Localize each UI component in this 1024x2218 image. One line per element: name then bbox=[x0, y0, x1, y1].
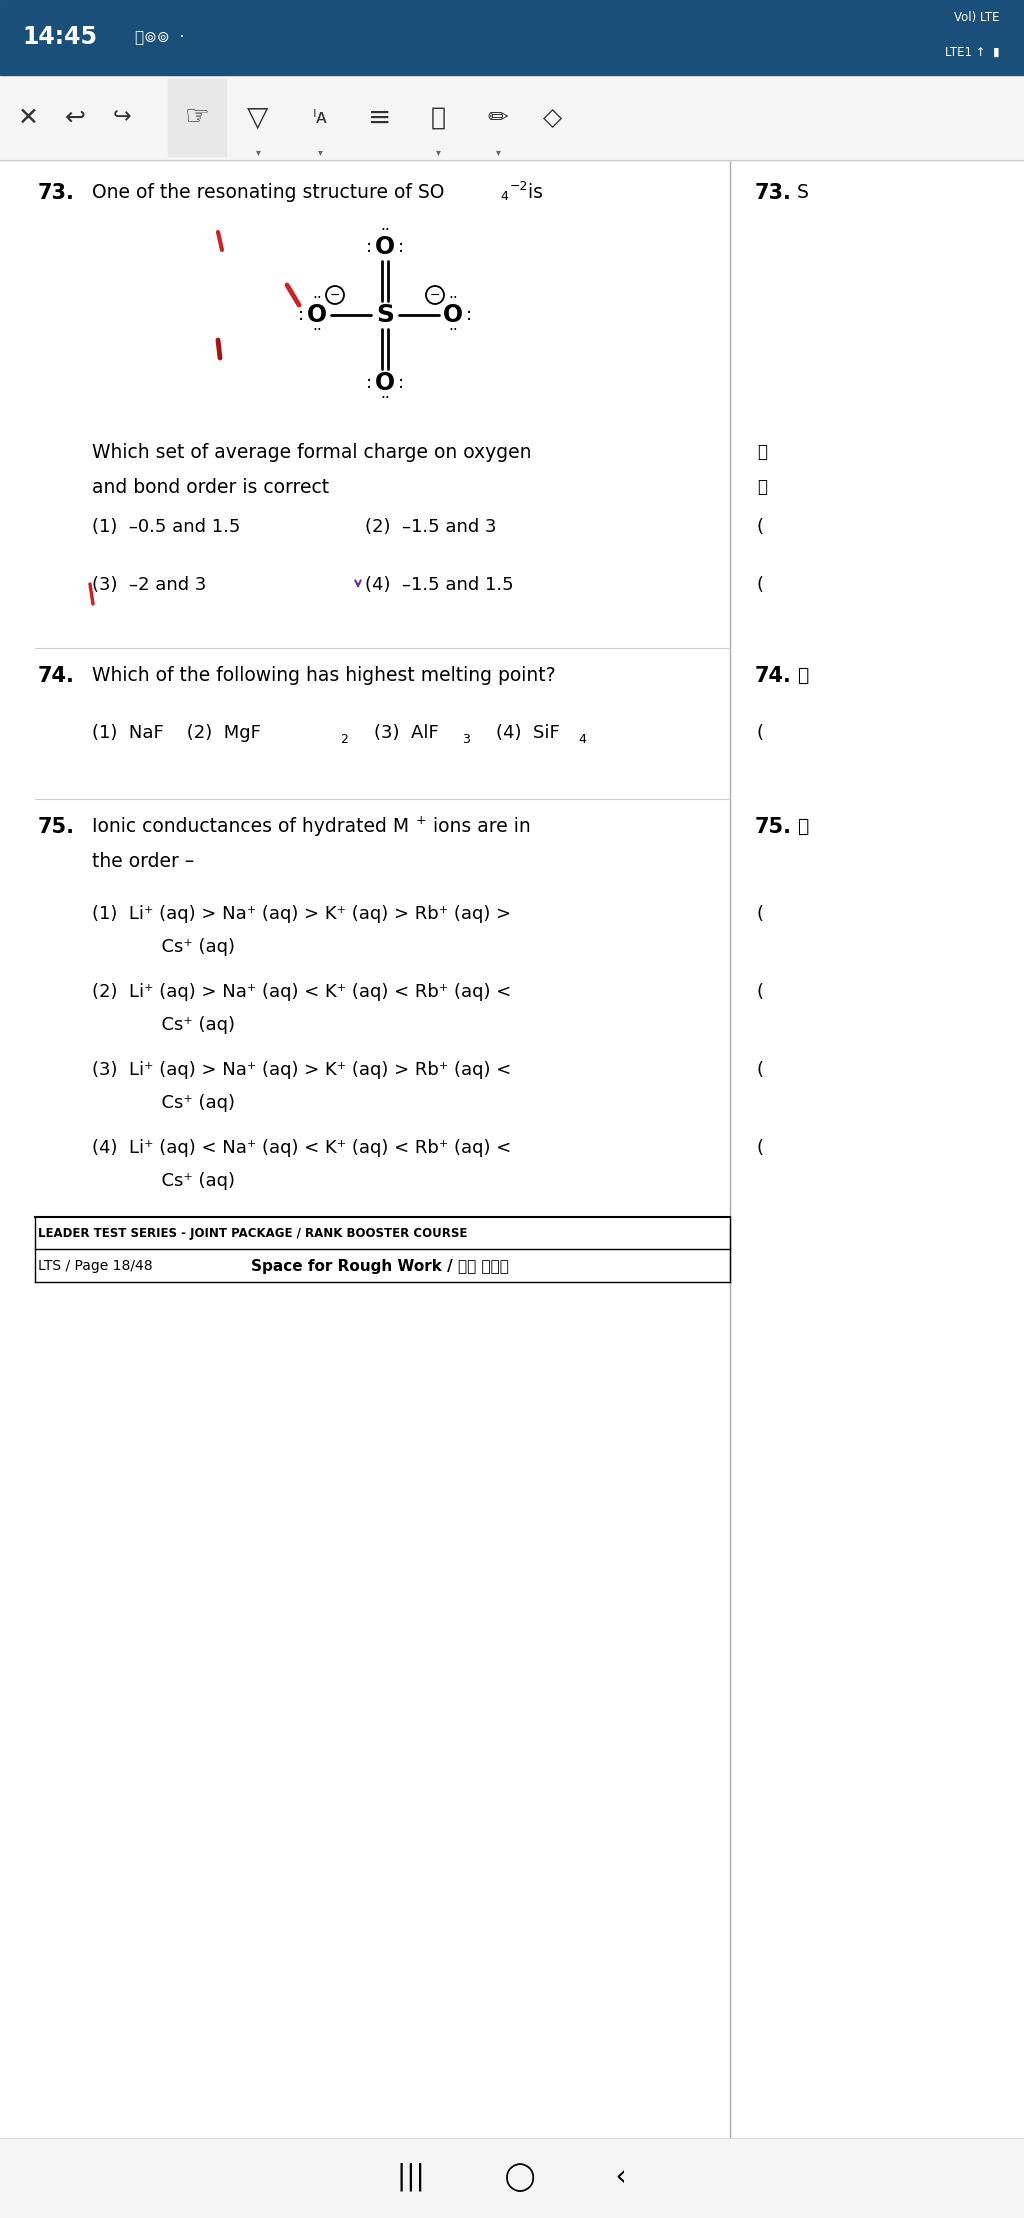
Text: श: श bbox=[757, 444, 767, 461]
Text: O: O bbox=[307, 304, 327, 326]
Text: 73.: 73. bbox=[38, 184, 75, 204]
Text: LTE1 ↑  ▮: LTE1 ↑ ▮ bbox=[945, 47, 1000, 58]
Text: O: O bbox=[375, 235, 395, 260]
Circle shape bbox=[426, 286, 444, 304]
Text: ··: ·· bbox=[312, 324, 322, 339]
Text: ▾: ▾ bbox=[256, 146, 260, 157]
Text: ··: ·· bbox=[449, 324, 458, 339]
Text: (4)  Li⁺ (aq) < Na⁺ (aq) < K⁺ (aq) < Rb⁺ (aq) <: (4) Li⁺ (aq) < Na⁺ (aq) < K⁺ (aq) < Rb⁺ … bbox=[92, 1140, 511, 1158]
Text: 74.: 74. bbox=[755, 665, 792, 685]
Text: :: : bbox=[366, 237, 372, 255]
Text: ··: ·· bbox=[380, 224, 390, 240]
Text: ··: ·· bbox=[312, 291, 322, 306]
Text: ↩: ↩ bbox=[65, 106, 85, 129]
Text: ions are in: ions are in bbox=[427, 816, 530, 836]
Text: +: + bbox=[416, 814, 427, 827]
Text: (4)  SiF: (4) SiF bbox=[473, 723, 560, 743]
Text: ▾: ▾ bbox=[317, 146, 323, 157]
Text: ⬛⊚⊚  ·: ⬛⊚⊚ · bbox=[135, 31, 184, 44]
Text: (: ( bbox=[757, 1140, 764, 1158]
Text: 4: 4 bbox=[500, 191, 508, 204]
Text: Which of the following has highest melting point?: Which of the following has highest melti… bbox=[92, 665, 556, 685]
Text: −2: −2 bbox=[510, 180, 528, 193]
Text: 📄: 📄 bbox=[430, 106, 445, 129]
Text: (: ( bbox=[757, 723, 764, 743]
Text: र: र bbox=[797, 816, 808, 836]
Text: 14:45: 14:45 bbox=[22, 24, 97, 49]
Text: 4: 4 bbox=[578, 732, 586, 745]
Text: ▾: ▾ bbox=[435, 146, 440, 157]
Text: LTS / Page 18/48: LTS / Page 18/48 bbox=[38, 1260, 153, 1273]
Text: 75.: 75. bbox=[755, 816, 792, 836]
Text: Ionic conductances of hydrated M: Ionic conductances of hydrated M bbox=[92, 816, 410, 836]
Text: ··: ·· bbox=[449, 291, 458, 306]
Text: Cs⁺ (aq): Cs⁺ (aq) bbox=[127, 1171, 234, 1191]
Text: Cs⁺ (aq): Cs⁺ (aq) bbox=[127, 1016, 234, 1034]
Text: S: S bbox=[376, 304, 394, 326]
Text: 74.: 74. bbox=[38, 665, 75, 685]
Bar bbox=[0, 2138, 1024, 2218]
Text: (4)  –1.5 and 1.5: (4) –1.5 and 1.5 bbox=[365, 577, 514, 594]
Text: Which set of average formal charge on oxygen: Which set of average formal charge on ox… bbox=[92, 444, 531, 461]
Text: ᴵᴀ: ᴵᴀ bbox=[312, 109, 328, 126]
Text: :: : bbox=[466, 306, 472, 324]
Text: ··: ·· bbox=[380, 393, 390, 406]
Text: (: ( bbox=[757, 905, 764, 923]
Text: O: O bbox=[443, 304, 463, 326]
Bar bbox=[0, 0, 1024, 75]
Bar bbox=[0, 75, 1024, 160]
Text: −: − bbox=[430, 288, 440, 302]
Text: 3: 3 bbox=[462, 732, 470, 745]
Text: ◇: ◇ bbox=[544, 106, 562, 129]
Text: −: − bbox=[330, 288, 340, 302]
Text: Vol) LTE: Vol) LTE bbox=[954, 11, 1000, 24]
Text: न: न bbox=[757, 479, 767, 497]
Text: |||         ◯         ‹: ||| ◯ ‹ bbox=[397, 2163, 627, 2194]
Bar bbox=[168, 80, 226, 155]
Text: (3)  AlF: (3) AlF bbox=[351, 723, 438, 743]
Text: ▽: ▽ bbox=[248, 104, 268, 131]
Text: (: ( bbox=[757, 577, 764, 594]
Text: (3)  –2 and 3: (3) –2 and 3 bbox=[92, 577, 207, 594]
Text: S: S bbox=[797, 184, 809, 202]
Text: (1)  NaF    (2)  MgF: (1) NaF (2) MgF bbox=[92, 723, 261, 743]
Text: (1)  –0.5 and 1.5: (1) –0.5 and 1.5 bbox=[92, 519, 241, 537]
Text: :: : bbox=[398, 237, 404, 255]
Text: 75.: 75. bbox=[38, 816, 75, 836]
Text: :: : bbox=[398, 375, 404, 393]
Text: is: is bbox=[522, 184, 543, 202]
Text: Space for Rough Work / रफ कार: Space for Rough Work / रफ कार bbox=[251, 1258, 509, 1273]
Text: (3)  Li⁺ (aq) > Na⁺ (aq) > K⁺ (aq) > Rb⁺ (aq) <: (3) Li⁺ (aq) > Na⁺ (aq) > K⁺ (aq) > Rb⁺ … bbox=[92, 1060, 511, 1078]
Text: O: O bbox=[375, 370, 395, 395]
Text: (: ( bbox=[757, 1060, 764, 1078]
Text: One of the resonating structure of SO: One of the resonating structure of SO bbox=[92, 184, 444, 202]
Text: the order –: the order – bbox=[92, 852, 195, 872]
Text: ≡: ≡ bbox=[369, 104, 391, 131]
Text: :: : bbox=[366, 375, 372, 393]
Text: ✕: ✕ bbox=[17, 106, 39, 129]
Text: (2)  Li⁺ (aq) > Na⁺ (aq) < K⁺ (aq) < Rb⁺ (aq) <: (2) Li⁺ (aq) > Na⁺ (aq) < K⁺ (aq) < Rb⁺ … bbox=[92, 983, 511, 1000]
Text: ☞: ☞ bbox=[184, 104, 210, 131]
Text: 2: 2 bbox=[340, 732, 348, 745]
Text: (1)  Li⁺ (aq) > Na⁺ (aq) > K⁺ (aq) > Rb⁺ (aq) >: (1) Li⁺ (aq) > Na⁺ (aq) > K⁺ (aq) > Rb⁺ … bbox=[92, 905, 511, 923]
Text: 73.: 73. bbox=[755, 184, 792, 204]
Text: ✏: ✏ bbox=[487, 106, 509, 129]
Text: :: : bbox=[298, 306, 304, 324]
Circle shape bbox=[326, 286, 344, 304]
Text: (: ( bbox=[757, 519, 764, 537]
Text: ▾: ▾ bbox=[496, 146, 501, 157]
Text: Cs⁺ (aq): Cs⁺ (aq) bbox=[127, 1093, 234, 1111]
Text: (: ( bbox=[757, 983, 764, 1000]
Text: and bond order is correct: and bond order is correct bbox=[92, 479, 329, 497]
Text: ↪: ↪ bbox=[113, 106, 131, 126]
Text: LEADER TEST SERIES - JOINT PACKAGE / RANK BOOSTER COURSE: LEADER TEST SERIES - JOINT PACKAGE / RAN… bbox=[38, 1227, 467, 1240]
Text: (2)  –1.5 and 3: (2) –1.5 and 3 bbox=[365, 519, 497, 537]
Text: Cs⁺ (aq): Cs⁺ (aq) bbox=[127, 938, 234, 956]
Text: र: र bbox=[797, 665, 808, 685]
